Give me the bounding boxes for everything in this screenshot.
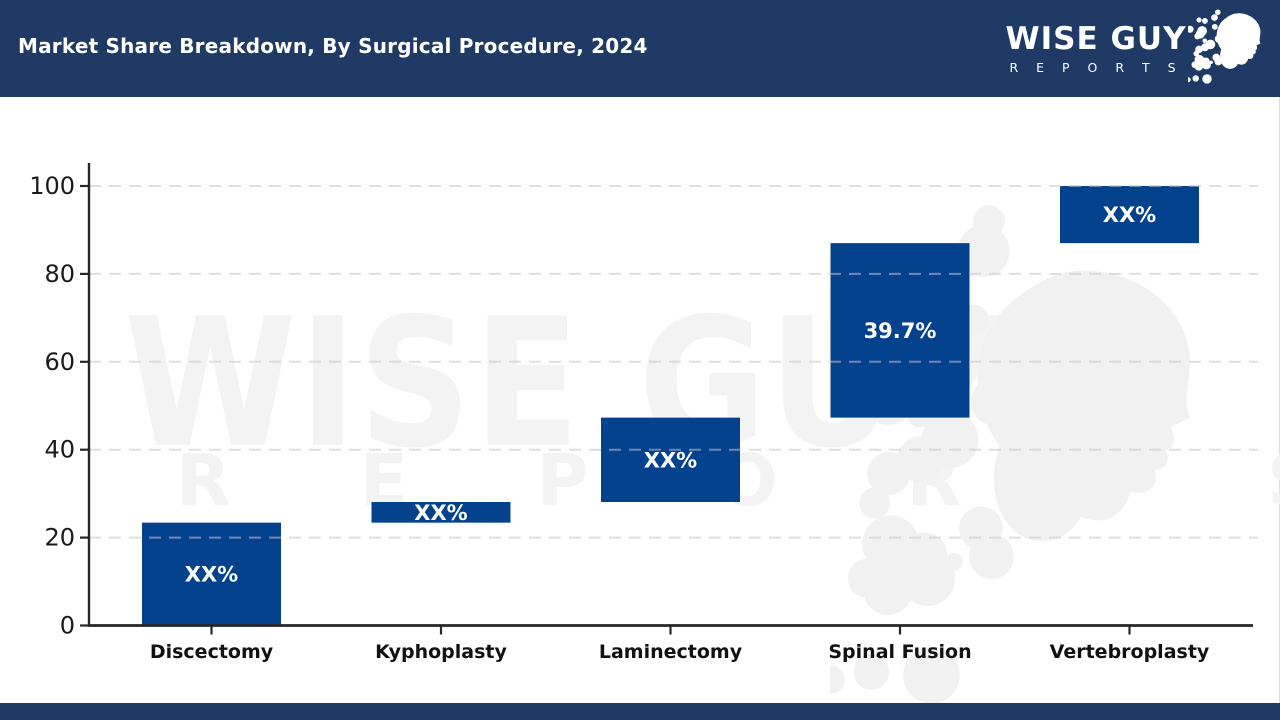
dot — [1194, 33, 1201, 40]
x-category-label: Discectomy — [150, 641, 274, 663]
dot — [957, 224, 1010, 278]
dot — [862, 515, 919, 573]
dot — [1211, 14, 1218, 21]
dot — [1194, 54, 1205, 65]
logo-head-profile-icon — [1188, 9, 1261, 84]
x-category-label: Vertebroplasty — [1050, 641, 1210, 663]
y-tick-label: 100 — [29, 172, 75, 200]
dot — [897, 436, 944, 483]
logo-subtitle: R E P O R T S — [1009, 60, 1183, 75]
bar-kyphoplasty — [371, 502, 511, 523]
bar-laminectomy — [601, 417, 740, 503]
face-shape — [1216, 13, 1261, 69]
bar-value-label: XX% — [414, 501, 467, 525]
dot — [859, 487, 891, 519]
face-profile — [1216, 13, 1261, 69]
dot — [1192, 75, 1199, 82]
y-tick-label: 60 — [44, 348, 75, 376]
bar-value-label: XX% — [644, 448, 697, 472]
logo-wordmark: WISE GUY — [1005, 21, 1187, 57]
dot — [853, 654, 890, 690]
page-title: Market Share Breakdown, By Surgical Proc… — [18, 34, 648, 58]
bar-value-label: XX% — [185, 563, 238, 587]
x-category-label: Laminectomy — [599, 641, 743, 663]
bar-discectomy — [142, 522, 281, 626]
dot — [1193, 50, 1200, 57]
dot — [1212, 53, 1221, 62]
dot — [1202, 74, 1212, 84]
dot — [1201, 17, 1208, 24]
dot — [1197, 26, 1207, 36]
dot — [1201, 60, 1211, 70]
bar-value-label: XX% — [1103, 203, 1156, 227]
face-profile — [977, 270, 1191, 542]
dot — [1214, 34, 1223, 43]
dot — [1201, 43, 1209, 52]
bar-vertebroplasty — [1060, 186, 1199, 244]
y-tick-label: 0 — [60, 612, 75, 640]
wise-guy-reports-logo: WISE GUY R E P O R T S — [1001, 6, 1266, 92]
bar-spinal-fusion — [830, 243, 970, 418]
bar-value-label: 39.7% — [864, 319, 937, 343]
logo-text: WISE GUY R E P O R T S — [1001, 21, 1191, 76]
dot — [959, 506, 1003, 551]
footer-bar — [0, 703, 1280, 720]
dot — [970, 378, 1018, 426]
dot — [1188, 77, 1191, 83]
dot — [900, 550, 956, 606]
y-tick-label: 80 — [44, 260, 75, 288]
dot — [830, 665, 845, 694]
y-tick-label: 20 — [44, 524, 75, 552]
dot — [1196, 17, 1202, 23]
y-tick-label: 40 — [44, 436, 75, 464]
chart-area: WISE GUY R E P O R T S XX%XX%XX%39.7%XX%… — [0, 97, 1280, 720]
dot — [1188, 25, 1194, 33]
dot — [1202, 38, 1208, 43]
dot — [1211, 23, 1218, 30]
dot — [1215, 9, 1221, 16]
header-bar: Market Share Breakdown, By Surgical Proc… — [0, 0, 1280, 97]
x-category-label: Kyphoplasty — [375, 641, 507, 663]
face-shape — [977, 270, 1191, 542]
dot — [903, 646, 960, 704]
x-category-label: Spinal Fusion — [828, 641, 971, 663]
dot — [1194, 62, 1204, 71]
